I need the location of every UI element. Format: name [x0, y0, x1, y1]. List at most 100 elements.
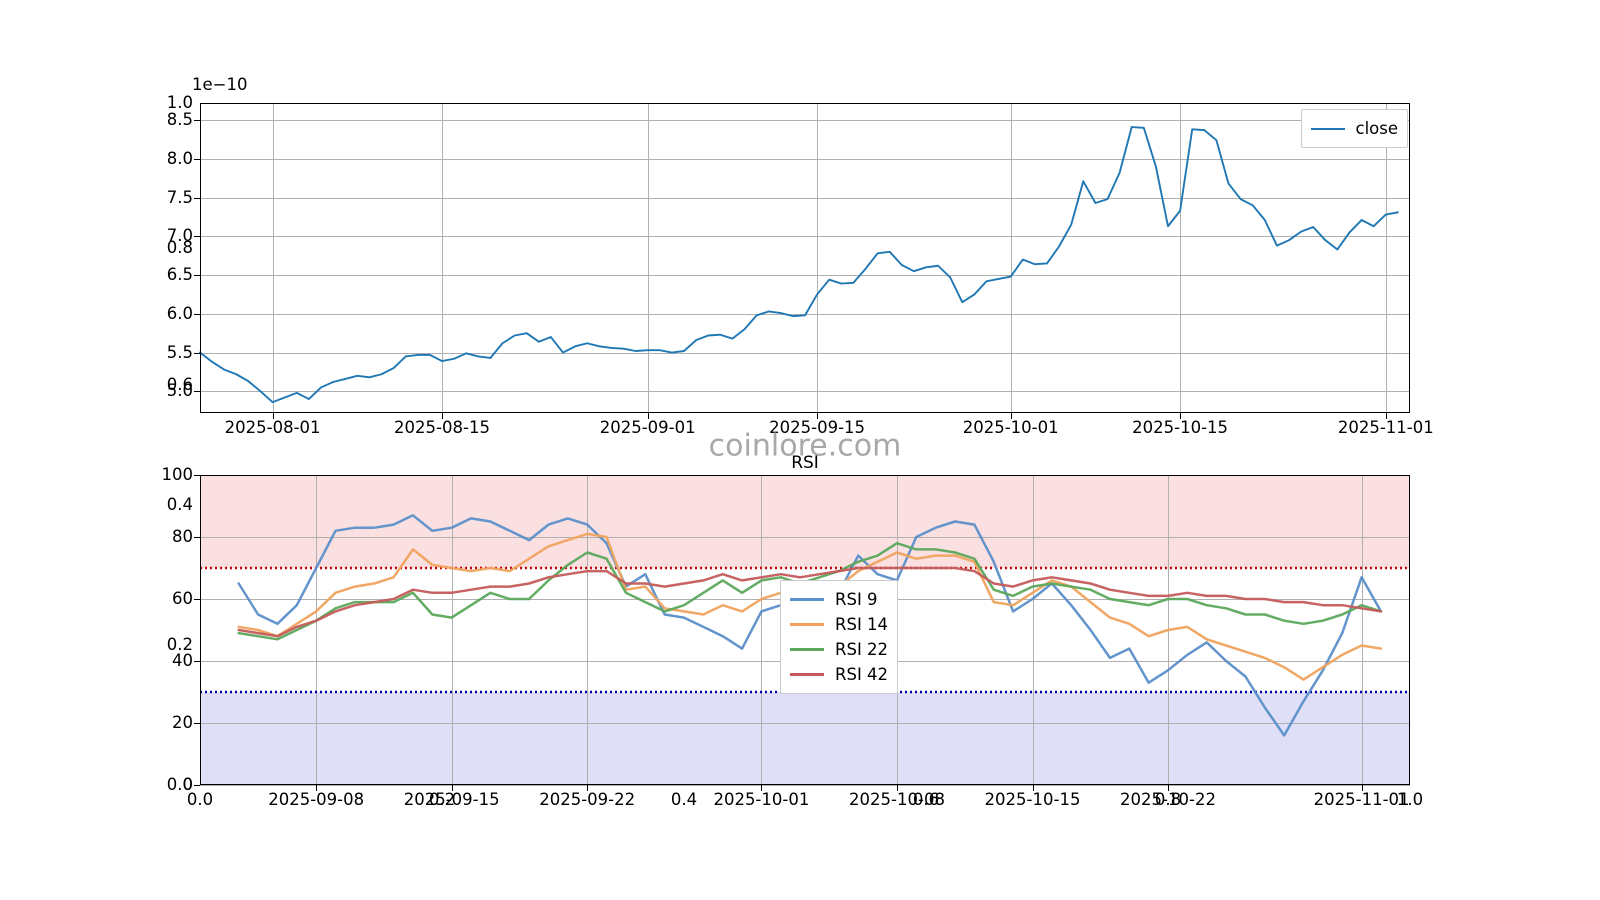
- rsi-xtick-label-3: 2025-10-01: [713, 790, 810, 809]
- rsi-ytick-mark: [194, 723, 200, 724]
- rsi-axis-frame-left: [200, 475, 201, 785]
- rsi-xtick-mark: [897, 785, 898, 791]
- rsi-ytick-mark: [194, 661, 200, 662]
- price-gridline-horizontal: [200, 120, 1410, 122]
- rsi-ytick-label-2: 40: [172, 650, 193, 670]
- rsi-xtick-overlay-label-2: 0.4: [670, 790, 698, 809]
- rsi-xtick-mark: [1168, 785, 1169, 791]
- price-gridline-vertical: [817, 103, 819, 413]
- rsi-xtick-label-4: 2025-10-08: [849, 790, 945, 809]
- rsi-xtick-overlay-label-0: 0.0: [186, 790, 214, 809]
- price-gridline-horizontal: [200, 352, 1410, 354]
- price-xtick-label-0: 2025-08-01: [224, 418, 321, 437]
- price-gridline-horizontal: [200, 158, 1410, 160]
- rsi-legend-item-1: RSI 14: [790, 612, 888, 637]
- price-gridline-horizontal: [200, 275, 1410, 277]
- price-gridline-vertical: [272, 103, 274, 413]
- rsi-legend-item-2: RSI 22: [790, 637, 888, 662]
- rsi-xtick-mark: [1361, 785, 1363, 791]
- price-gridline-horizontal: [200, 197, 1410, 199]
- rsi-legend-item-3: RSI 42: [790, 662, 888, 687]
- price-ytick-overlay-label-1: 0.8: [166, 237, 193, 257]
- rsi-gridline-vertical: [1032, 475, 1034, 785]
- price-legend-item-0: close: [1310, 116, 1399, 141]
- price-gridline-vertical: [1010, 103, 1012, 413]
- rsi-xtick-label-7: 2025-11-01: [1313, 790, 1410, 809]
- price-gridline-horizontal: [200, 236, 1410, 238]
- rsi-legend-label-1: RSI 14: [835, 615, 889, 634]
- rsi-panel-title: RSI: [791, 453, 819, 473]
- rsi-gridline-vertical: [1361, 475, 1363, 785]
- rsi-legend-swatch-3: [790, 673, 824, 676]
- price-ytick-overlay-label-2: 1.0: [166, 92, 193, 112]
- price-plot-area: 5.0 5.5 6.0 6.5 7.0 7.5 8.0 8.5 0.6 0.8 1.0 2025-08…: [167, 94, 1434, 435]
- price-xtick-mark: [1385, 413, 1387, 419]
- rsi-xtick-mark: [761, 785, 763, 791]
- price-gridline-vertical: [1385, 103, 1387, 413]
- rsi-axis-frame-right: [1409, 475, 1410, 785]
- price-xtick-label-2: 2025-09-01: [599, 418, 696, 437]
- rsi-legend-swatch-0: [790, 598, 824, 601]
- rsi-xtick-label-6: 2025-10-22: [1120, 790, 1216, 809]
- rsi-gridline-vertical: [761, 475, 763, 785]
- rsi-ytick-label-4: 80: [172, 526, 193, 546]
- rsi-gridline-horizontal: [200, 723, 1410, 724]
- price-legend-label: close: [1355, 119, 1399, 138]
- rsi-xtick-overlay-label-1: 0.2: [428, 790, 456, 809]
- rsi-legend[interactable]: RSI 9 RSI 14 RSI 22 RSI 42: [780, 580, 899, 694]
- price-ytick-mark: [194, 313, 200, 315]
- price-ytick-mark: [194, 275, 200, 277]
- price-ytick-mark: [194, 197, 200, 199]
- close-legend-swatch: [1310, 127, 1345, 130]
- price-axis-frame-top: [200, 103, 1410, 104]
- rsi-ytick-label-5: 100: [161, 464, 194, 484]
- price-ytick-label-5: 7.5: [166, 187, 193, 207]
- price-xtick-label-1: 2025-08-15: [394, 418, 490, 437]
- rsi-ytick-mark: [194, 537, 200, 538]
- rsi-gridline-vertical: [451, 475, 453, 785]
- price-legend[interactable]: close: [1300, 109, 1408, 148]
- price-gridline-vertical: [1180, 103, 1182, 413]
- price-xtick-label-3: 2025-09-15: [769, 418, 866, 437]
- rsi-xtick-label-5: 2025-10-15: [984, 790, 1081, 809]
- price-xtick-label-6: 2025-11-01: [1337, 418, 1434, 437]
- rsi-zone-band-1: [200, 692, 1410, 785]
- rsi-xtick-mark: [1032, 785, 1034, 791]
- rsi-legend-swatch-2: [790, 648, 824, 651]
- rsi-ytick-overlay-label-2: 0.4: [166, 494, 193, 514]
- rsi-xtick-label-0: 2025-09-08: [268, 790, 365, 809]
- price-ytick-label-3: 6.5: [166, 264, 193, 284]
- price-axis-frame-left: [200, 103, 201, 413]
- price-gridline-vertical: [442, 103, 443, 413]
- price-ytick-mark: [194, 236, 200, 238]
- rsi-axis-frame-top: [200, 475, 1410, 476]
- price-xtick-mark: [272, 413, 274, 419]
- rsi-legend-swatch-1: [790, 623, 824, 626]
- rsi-ytick-overlay-label-0: 0.0: [166, 774, 193, 794]
- price-ytick-mark: [194, 158, 200, 160]
- rsi-ytick-label-0: 0: [182, 774, 194, 794]
- rsi-xtick-overlay-label-5: 1.0: [1396, 790, 1424, 809]
- price-axis-offset-text: 1e−10: [192, 75, 248, 94]
- price-xtick-mark: [442, 413, 443, 419]
- rsi-ytick-mark: [194, 785, 200, 786]
- rsi-ytick-overlay-label-1: 0.2: [166, 634, 193, 654]
- rsi-ytick-label-1: 20: [172, 712, 193, 732]
- rsi-axis-frame-bottom: [200, 784, 1410, 785]
- rsi-legend-label-2: RSI 22: [835, 640, 889, 659]
- price-xtick-mark: [1010, 413, 1012, 419]
- rsi-ytick-mark: [194, 599, 200, 600]
- rsi-gridline-vertical: [316, 475, 318, 785]
- rsi-xtick-label-1: 2025-09-15: [403, 790, 500, 809]
- price-ytick-label-0: 5.0: [166, 381, 193, 401]
- price-ytick-mark: [194, 120, 200, 122]
- rsi-xtick-mark: [587, 785, 589, 791]
- price-ytick-label-7: 8.5: [166, 109, 193, 129]
- rsi-legend-item-0: RSI 9: [790, 587, 888, 612]
- price-ytick-label-2: 6.0: [166, 303, 193, 323]
- rsi-gridline-horizontal: [200, 537, 1410, 538]
- rsi-xtick-mark: [451, 785, 453, 791]
- price-ytick-overlay-label-0: 0.6: [166, 374, 193, 394]
- price-xtick-label-5: 2025-10-15: [1132, 418, 1229, 437]
